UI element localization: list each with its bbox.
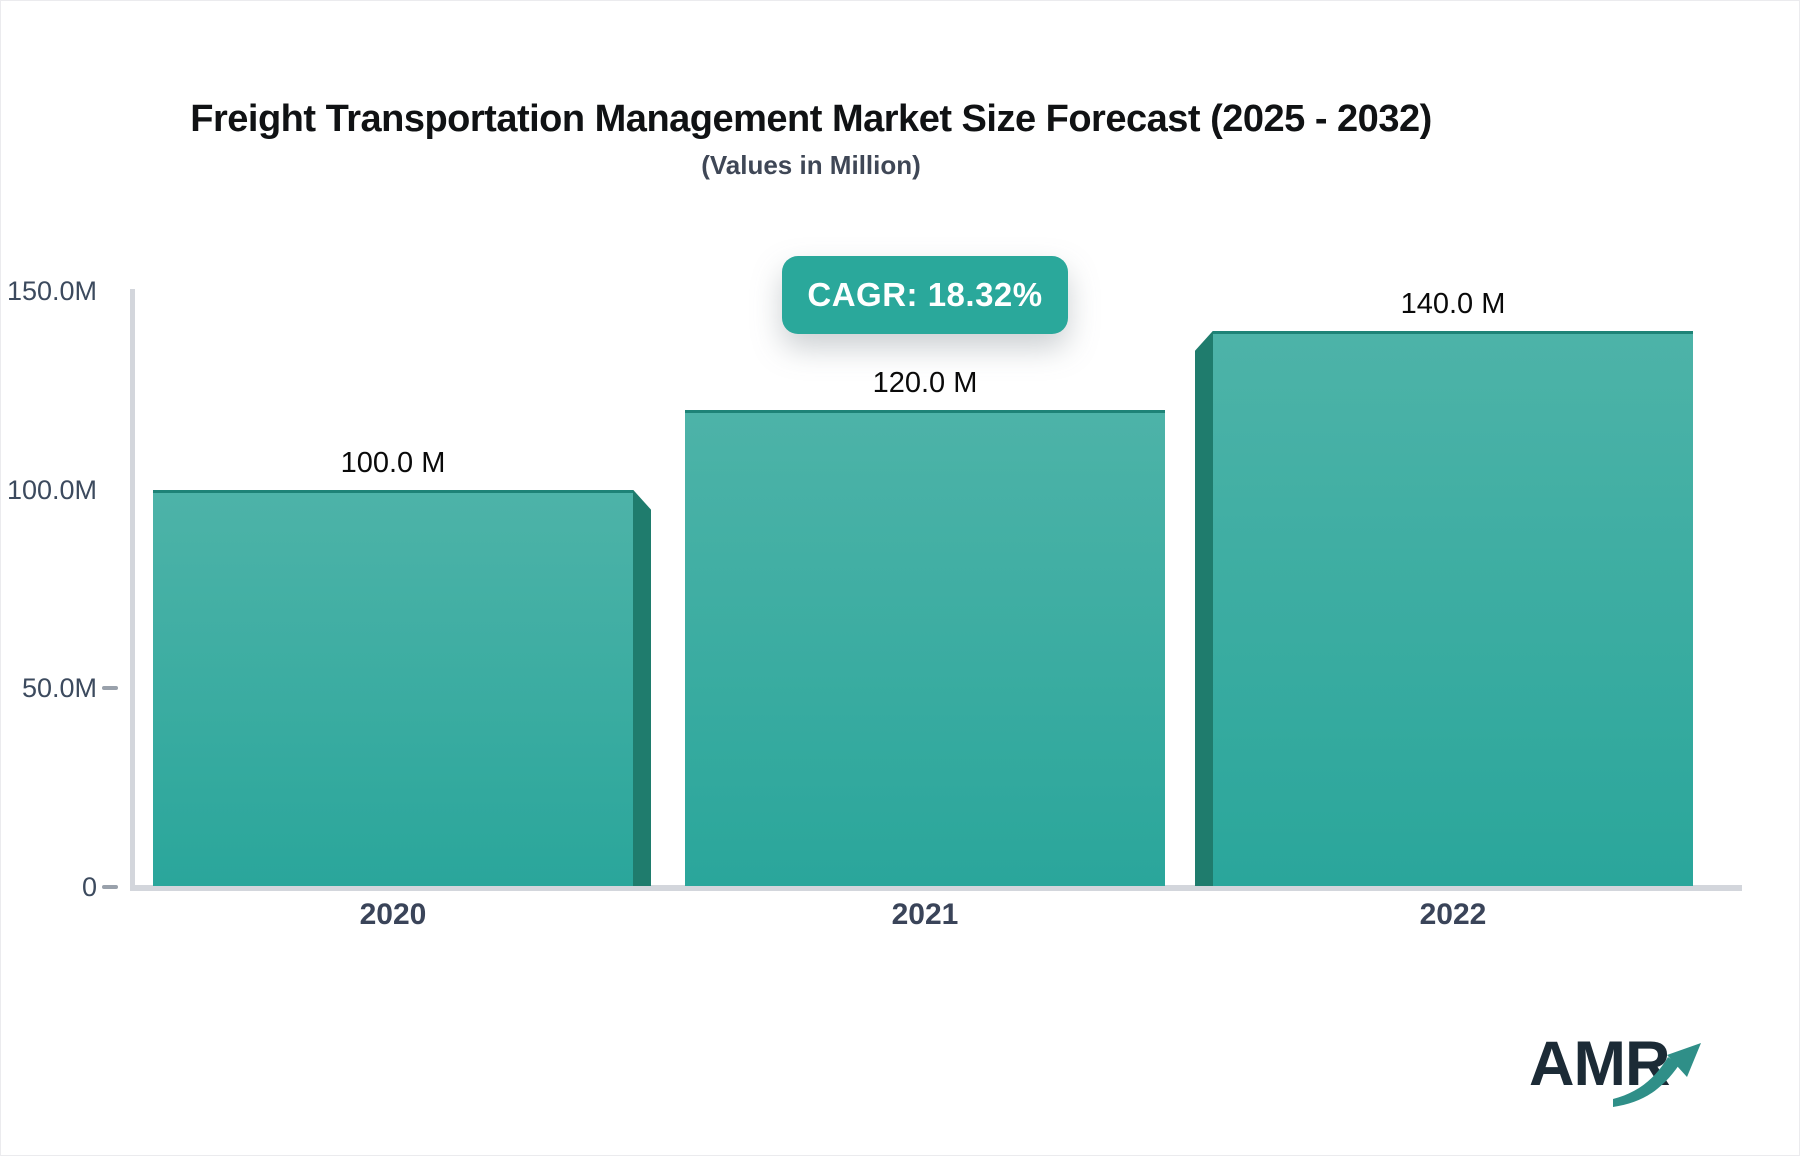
chart-title: Freight Transportation Management Market… [190, 98, 1432, 140]
x-axis-label-2021: 2021 [891, 898, 959, 931]
bar-2022 [1213, 330, 1693, 886]
x-axis-label-2020: 2020 [359, 898, 427, 931]
chart-subtitle: (Values in Million) [701, 150, 921, 180]
bar-value-label-2022: 140.0 M [1400, 287, 1506, 320]
bar-2020 [153, 489, 633, 886]
y-axis-tick-label: 50.0M [21, 673, 97, 704]
amr-logo: AMR [1529, 1031, 1729, 1121]
x-axis-label-2022: 2022 [1419, 898, 1487, 931]
x-axis-line [130, 885, 1742, 891]
bar-2021 [685, 410, 1165, 886]
cagr-badge: CAGR: 18.32% [782, 256, 1068, 334]
y-axis-tick-label: 150.0M [6, 276, 97, 306]
bar-3d-side-2022 [1195, 330, 1213, 886]
y-axis-tick-label: 100.0M [6, 474, 97, 505]
bar-3d-side-2020 [633, 489, 651, 886]
bar-value-label-2020: 100.0 M [340, 446, 446, 479]
y-axis-tick-mark [102, 686, 118, 691]
y-axis-tick-mark [102, 885, 118, 889]
y-axis-line [130, 289, 135, 887]
trending-up-arrow-icon [1613, 1043, 1701, 1107]
bar-value-label-2021: 120.0 M [872, 367, 978, 400]
y-axis-tick-label: 0 [81, 872, 97, 902]
